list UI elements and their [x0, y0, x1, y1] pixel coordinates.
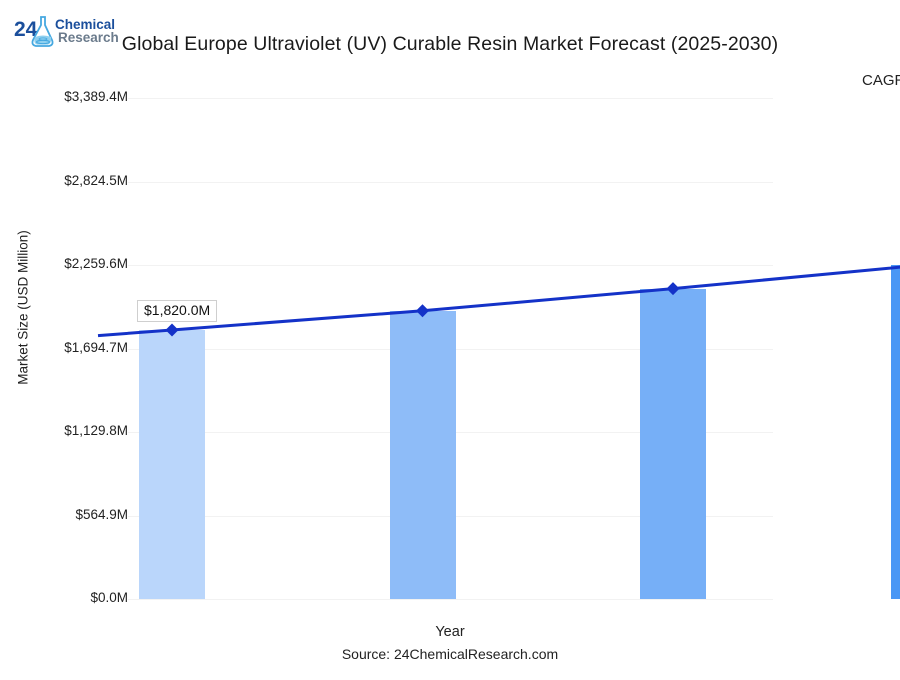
data-point-marker — [666, 282, 680, 296]
gridline — [128, 98, 773, 99]
bar-series — [128, 98, 900, 599]
y-tick-label: $0.0M — [90, 590, 128, 605]
x-axis-title: Year — [435, 624, 465, 640]
cagr-annotation: CAGR — [862, 72, 900, 89]
source-caption: Source: 24ChemicalResearch.com — [341, 646, 559, 662]
y-tick-label: $2,259.6M — [64, 256, 128, 271]
data-label: $1,820.0M — [137, 299, 218, 323]
data-point-marker — [165, 323, 179, 337]
y-tick-label: $1,694.7M — [64, 339, 128, 355]
chart-title: Global Europe Ultraviolet (UV) Curable R… — [121, 33, 779, 55]
bar — [890, 264, 900, 599]
svg-text:24: 24 — [14, 18, 38, 41]
trend-line — [97, 265, 900, 338]
trend-line-series — [97, 265, 900, 338]
y-tick-label: $2,824.5M — [64, 172, 128, 188]
y-tick-label: $1,129.8M — [64, 423, 128, 438]
gridline — [128, 599, 773, 600]
svg-text:Research: Research — [58, 30, 119, 45]
logo-icon: 24 Chemical Research — [14, 16, 119, 47]
gridline — [128, 265, 773, 266]
y-tick-label: $3,389.4M — [64, 89, 128, 104]
plot-area: $1,820.0M 2024202520262027 — [97, 98, 900, 600]
bar — [139, 329, 205, 599]
gridline — [128, 181, 773, 183]
y-axis-ticks: $0.0M $564.9M $1,129.8M $1,694.7M $2,259.6M $… — [0, 89, 900, 605]
brand-logo: 24 Chemical Research — [14, 12, 134, 52]
bar — [640, 288, 706, 599]
svg-text:Chemical: Chemical — [55, 17, 115, 32]
data-point-marker — [416, 304, 429, 318]
y-tick-label: $564.9M — [75, 506, 128, 522]
bar — [389, 310, 456, 599]
